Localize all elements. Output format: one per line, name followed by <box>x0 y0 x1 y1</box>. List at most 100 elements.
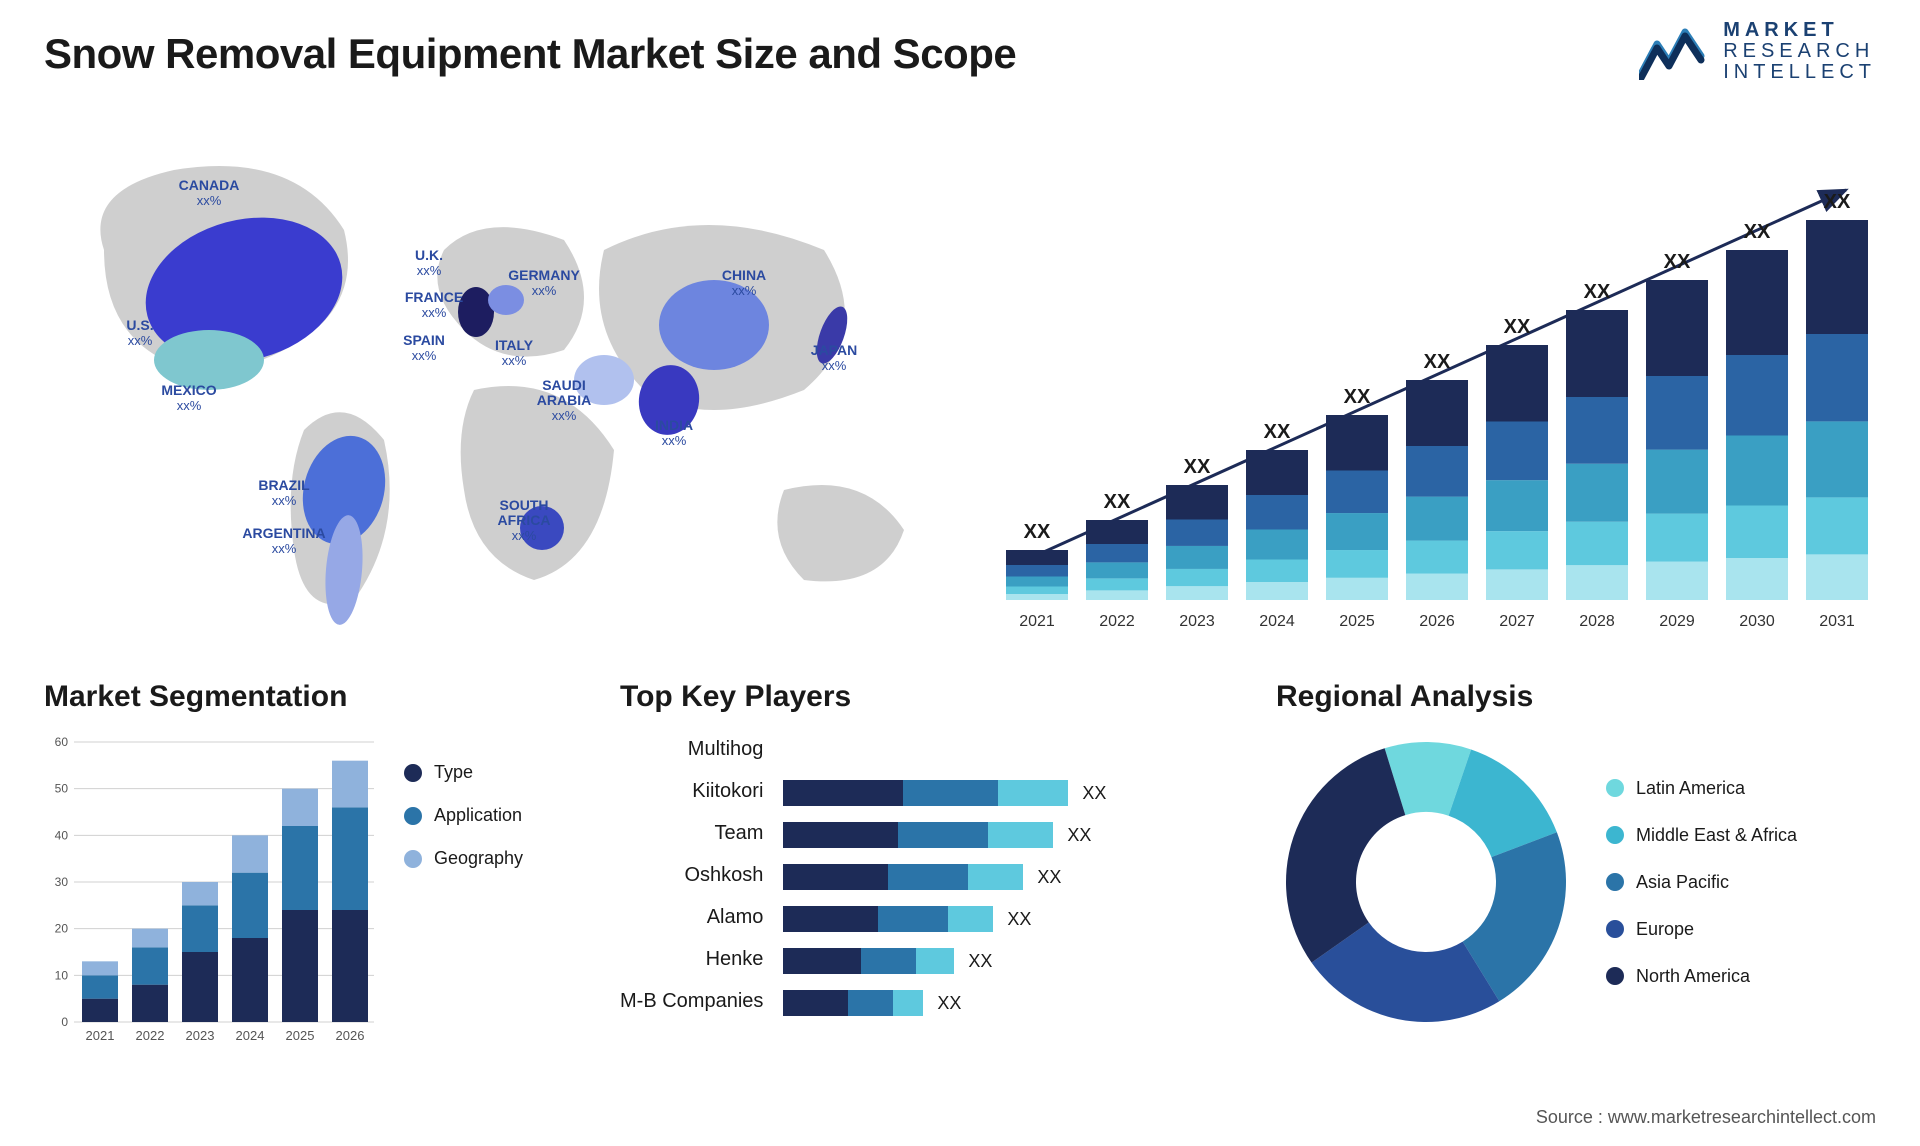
segmentation-legend-item: Application <box>404 805 523 826</box>
svg-text:2025: 2025 <box>286 1028 315 1043</box>
player-bar <box>783 990 923 1016</box>
segmentation-title: Market Segmentation <box>44 680 584 714</box>
player-name: Alamo <box>707 904 764 930</box>
svg-text:xx%: xx% <box>512 528 537 543</box>
regional-donut <box>1276 732 1576 1032</box>
legend-label: Application <box>434 805 522 826</box>
segmentation-legend-item: Type <box>404 762 523 783</box>
svg-text:XX: XX <box>1584 281 1611 303</box>
player-name: Kiitokori <box>692 778 763 804</box>
player-row: XX <box>783 948 1240 974</box>
svg-text:GERMANY: GERMANY <box>508 267 580 283</box>
svg-text:30: 30 <box>55 875 69 889</box>
player-row <box>783 738 1240 764</box>
svg-text:2027: 2027 <box>1499 613 1535 630</box>
svg-text:2025: 2025 <box>1339 613 1375 630</box>
player-bar-segment <box>783 780 903 806</box>
segmentation-block: Market Segmentation 01020304050602021202… <box>44 680 584 1052</box>
player-bar-segment <box>861 948 916 974</box>
player-bar <box>783 864 1023 890</box>
svg-text:SOUTH: SOUTH <box>500 497 549 513</box>
regional-legend-item: Latin America <box>1606 778 1797 799</box>
svg-text:50: 50 <box>55 782 69 796</box>
svg-text:XX: XX <box>1344 386 1371 408</box>
svg-text:XX: XX <box>1184 456 1211 478</box>
regional-title: Regional Analysis <box>1276 680 1876 714</box>
svg-text:10: 10 <box>55 968 69 982</box>
legend-label: Type <box>434 762 473 783</box>
svg-text:XX: XX <box>1424 351 1451 373</box>
legend-swatch <box>404 764 422 782</box>
player-name: M-B Companies <box>620 988 763 1014</box>
player-value: XX <box>1037 867 1061 888</box>
growth-chart-svg: 2021XX2022XX2023XX2024XX2025XX2026XX2027… <box>996 150 1876 650</box>
page-title: Snow Removal Equipment Market Size and S… <box>44 30 1016 78</box>
svg-text:2023: 2023 <box>186 1028 215 1043</box>
svg-text:2026: 2026 <box>336 1028 365 1043</box>
player-row: XX <box>783 864 1240 890</box>
world-map-block: CANADAxx%U.S.xx%MEXICOxx%BRAZILxx%ARGENT… <box>44 130 944 650</box>
svg-text:xx%: xx% <box>822 358 847 373</box>
player-row: XX <box>783 822 1240 848</box>
player-bar-segment <box>998 780 1068 806</box>
svg-text:U.K.: U.K. <box>415 247 443 263</box>
svg-text:xx%: xx% <box>177 398 202 413</box>
svg-text:CANADA: CANADA <box>179 177 240 193</box>
svg-text:20: 20 <box>55 922 69 936</box>
logo-line1: MARKET <box>1723 20 1876 41</box>
segmentation-legend-item: Geography <box>404 848 523 869</box>
svg-text:AFRICA: AFRICA <box>498 512 551 528</box>
players-labels: MultihogKiitokoriTeamOshkoshAlamoHenkeM-… <box>620 732 763 1016</box>
svg-text:xx%: xx% <box>417 263 442 278</box>
logo-text: MARKET RESEARCH INTELLECT <box>1723 20 1876 83</box>
logo-mark-icon <box>1639 24 1709 80</box>
svg-text:2026: 2026 <box>1419 613 1455 630</box>
svg-text:2023: 2023 <box>1179 613 1215 630</box>
player-bar-segment <box>783 948 861 974</box>
player-value: XX <box>1082 783 1106 804</box>
svg-text:xx%: xx% <box>197 193 222 208</box>
svg-text:2029: 2029 <box>1659 613 1695 630</box>
svg-text:XX: XX <box>1024 521 1051 543</box>
players-title: Top Key Players <box>620 680 1240 714</box>
player-value: XX <box>968 951 992 972</box>
player-name: Team <box>714 820 763 846</box>
player-bar-segment <box>948 906 993 932</box>
svg-text:2022: 2022 <box>136 1028 165 1043</box>
svg-text:CHINA: CHINA <box>722 267 766 283</box>
player-bar-segment <box>783 822 898 848</box>
svg-text:XX: XX <box>1824 191 1851 213</box>
regional-legend-item: Europe <box>1606 919 1797 940</box>
svg-text:FRANCE: FRANCE <box>405 289 463 305</box>
svg-text:xx%: xx% <box>662 433 687 448</box>
svg-text:xx%: xx% <box>128 333 153 348</box>
player-name: Oshkosh <box>684 862 763 888</box>
svg-text:0: 0 <box>61 1015 68 1029</box>
player-bar-segment <box>878 906 948 932</box>
svg-text:ITALY: ITALY <box>495 337 534 353</box>
legend-swatch <box>1606 826 1624 844</box>
svg-text:ARGENTINA: ARGENTINA <box>242 525 325 541</box>
svg-text:2028: 2028 <box>1579 613 1615 630</box>
legend-label: Latin America <box>1636 778 1745 799</box>
svg-text:xx%: xx% <box>412 348 437 363</box>
svg-text:xx%: xx% <box>272 493 297 508</box>
svg-text:ARABIA: ARABIA <box>537 392 591 408</box>
player-bar-segment <box>898 822 988 848</box>
svg-text:2021: 2021 <box>86 1028 115 1043</box>
player-bar-segment <box>783 864 888 890</box>
svg-text:xx%: xx% <box>422 305 447 320</box>
svg-text:40: 40 <box>55 828 69 842</box>
svg-text:BRAZIL: BRAZIL <box>258 477 310 493</box>
regional-legend: Latin AmericaMiddle East & AfricaAsia Pa… <box>1606 778 1797 987</box>
svg-text:XX: XX <box>1504 316 1531 338</box>
player-bar-segment <box>848 990 893 1016</box>
player-bar-segment <box>988 822 1053 848</box>
player-bar <box>783 948 954 974</box>
player-row: XX <box>783 780 1240 806</box>
legend-swatch <box>404 850 422 868</box>
growth-chart: 2021XX2022XX2023XX2024XX2025XX2026XX2027… <box>996 150 1876 650</box>
player-value: XX <box>937 993 961 1014</box>
svg-text:MEXICO: MEXICO <box>161 382 216 398</box>
player-bar-segment <box>916 948 954 974</box>
